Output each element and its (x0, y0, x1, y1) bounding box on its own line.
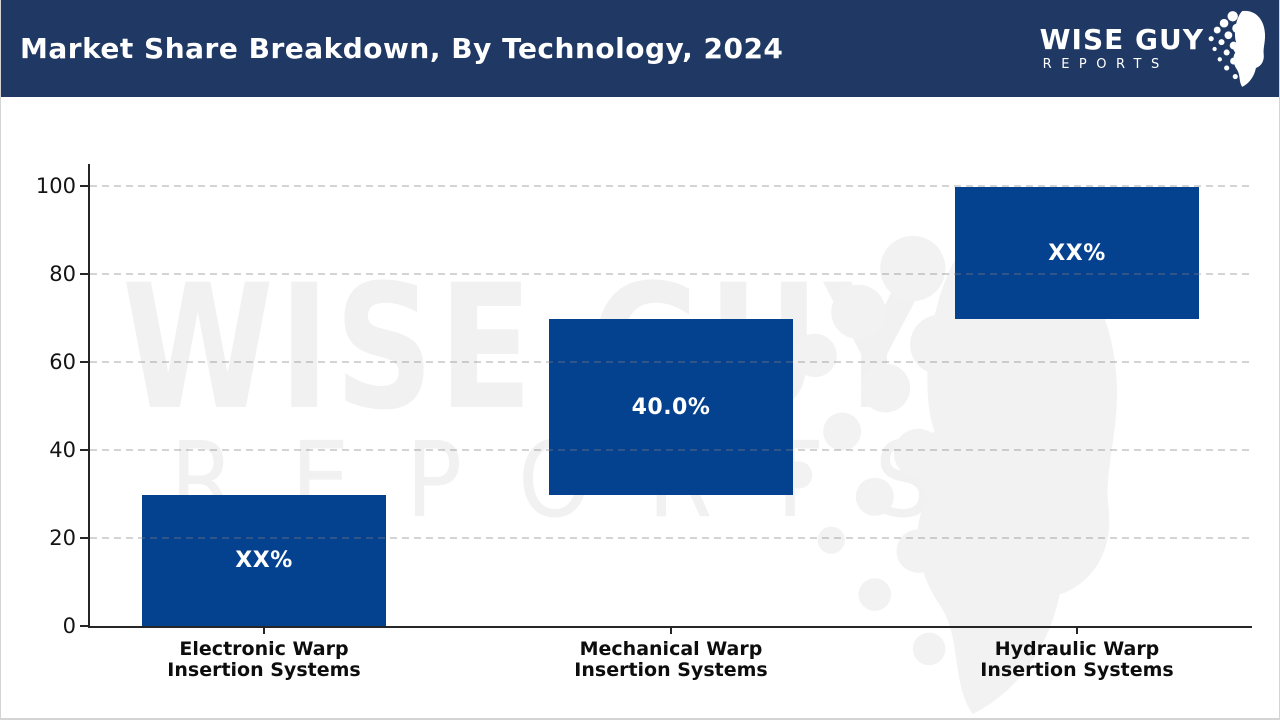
y-tick (80, 185, 88, 187)
bar-electronic-warp: XX% (142, 495, 386, 626)
header-bar: Market Share Breakdown, By Technology, 2… (0, 0, 1280, 97)
wise-guy-reports-logo: WISE GUY REPORTS (1040, 9, 1280, 89)
y-tick (80, 273, 88, 275)
y-tick-label: 100 (35, 174, 76, 198)
gridline-80 (90, 273, 1252, 275)
x-tick (263, 628, 265, 634)
x-category-label-electronic: Electronic Warp Insertion Systems (167, 638, 361, 681)
y-tick (80, 537, 88, 539)
face-profile-dots-icon (1208, 10, 1266, 87)
x-tick (670, 628, 672, 634)
watermark-brand-name: WISE GUY (122, 247, 929, 448)
y-tick-label: 80 (49, 262, 76, 286)
y-tick (80, 361, 88, 363)
x-tick (1076, 628, 1078, 634)
brand-name: WISE GUY (1039, 23, 1204, 56)
y-tick-label: 20 (49, 526, 76, 550)
y-axis-line (88, 164, 90, 628)
gridline-40 (90, 449, 1252, 451)
y-tick (80, 625, 88, 627)
x-axis-line (88, 626, 1252, 628)
brand-subtitle: REPORTS (1042, 57, 1169, 72)
y-tick-label: 40 (49, 438, 76, 462)
bar-hydraulic-warp: XX% (955, 187, 1199, 319)
bar-value-label: 40.0% (631, 394, 711, 420)
x-category-label-hydraulic: Hydraulic Warp Insertion Systems (980, 638, 1174, 681)
gridline-100 (90, 185, 1252, 187)
gridline-60 (90, 361, 1252, 363)
bar-mechanical-warp: 40.0% (549, 319, 793, 495)
y-tick-label: 60 (49, 350, 76, 374)
gridline-20 (90, 537, 1252, 539)
page-title: Market Share Breakdown, By Technology, 2… (20, 32, 784, 65)
x-category-label-mechanical: Mechanical Warp Insertion Systems (574, 638, 768, 681)
y-tick (80, 449, 88, 451)
bar-value-label: XX% (235, 548, 293, 573)
y-tick-label: 0 (62, 614, 76, 638)
bar-value-label: XX% (1048, 240, 1106, 266)
